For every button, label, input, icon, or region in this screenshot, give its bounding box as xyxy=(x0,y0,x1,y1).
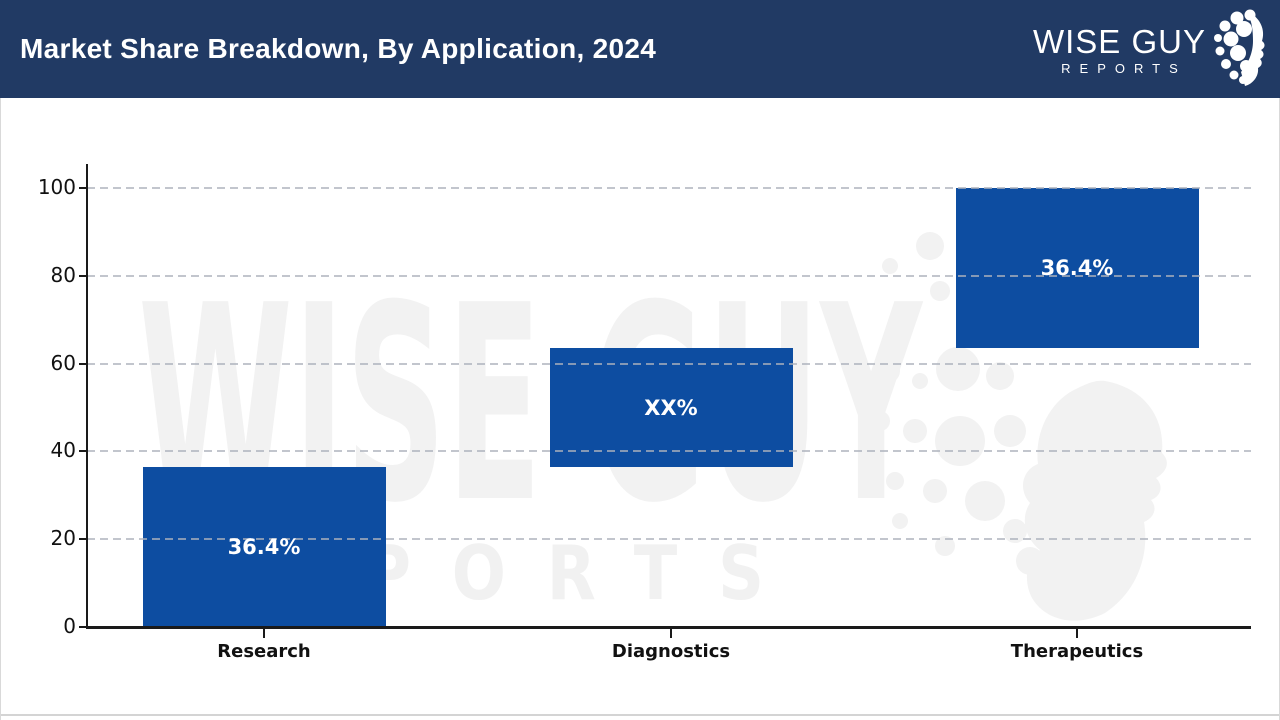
gridline-100 xyxy=(87,187,1251,189)
x-tick-diagnostics xyxy=(670,629,672,638)
gridline-40 xyxy=(87,450,1251,453)
y-tick-100 xyxy=(79,187,87,189)
gridline-60 xyxy=(87,362,1251,365)
x-category-label-therapeutics: Therapeutics xyxy=(1010,641,1144,662)
bar-therapeutics xyxy=(955,188,1199,348)
chart-title: Market Share Breakdown, By Application, … xyxy=(20,33,657,64)
chart-canvas: WISE GUY REPORTS 0 20 40 60 80 100 36.4% Resear… xyxy=(0,98,1280,720)
bottom-divider xyxy=(0,714,1280,716)
x-axis-line xyxy=(86,626,1251,629)
y-tick-label-20: 20 xyxy=(50,526,76,551)
x-category-label-research: Research xyxy=(217,641,311,662)
bar-research xyxy=(142,467,386,627)
watermark-head-icon xyxy=(820,228,1220,702)
x-tick-research xyxy=(263,629,265,638)
bar-value-label-research: 36.4% xyxy=(227,535,301,560)
y-tick-label-80: 80 xyxy=(50,262,76,287)
y-tick-80 xyxy=(79,274,87,277)
bar-value-label-therapeutics: 36.4% xyxy=(1040,255,1114,280)
x-category-label-diagnostics: Diagnostics xyxy=(611,641,731,662)
wiseguy-head-icon xyxy=(1210,8,1266,92)
y-tick-0 xyxy=(79,626,87,628)
y-tick-60 xyxy=(79,362,87,365)
wiseguy-logo-text: WISE GUY REPORTS xyxy=(1032,22,1206,77)
y-tick-label-60: 60 xyxy=(50,350,76,375)
y-tick-label-100: 100 xyxy=(37,175,76,199)
gridline-20 xyxy=(87,538,1251,541)
y-tick-40 xyxy=(79,450,87,453)
y-tick-label-0: 0 xyxy=(63,614,76,638)
logo-wordmark: WISE GUY xyxy=(1032,22,1206,60)
x-tick-therapeutics xyxy=(1076,629,1078,638)
y-axis-line xyxy=(86,164,88,629)
logo-subtitle: REPORTS xyxy=(1061,61,1187,77)
bar-diagnostics xyxy=(549,347,793,468)
gridline-80 xyxy=(87,274,1251,277)
y-tick-20 xyxy=(79,538,87,541)
wiseguy-logo: WISE GUY REPORTS xyxy=(1033,8,1266,92)
bar-value-label-diagnostics: XX% xyxy=(644,395,698,420)
y-tick-label-40: 40 xyxy=(50,438,76,463)
header-bar: Market Share Breakdown, By Application, … xyxy=(0,0,1280,98)
